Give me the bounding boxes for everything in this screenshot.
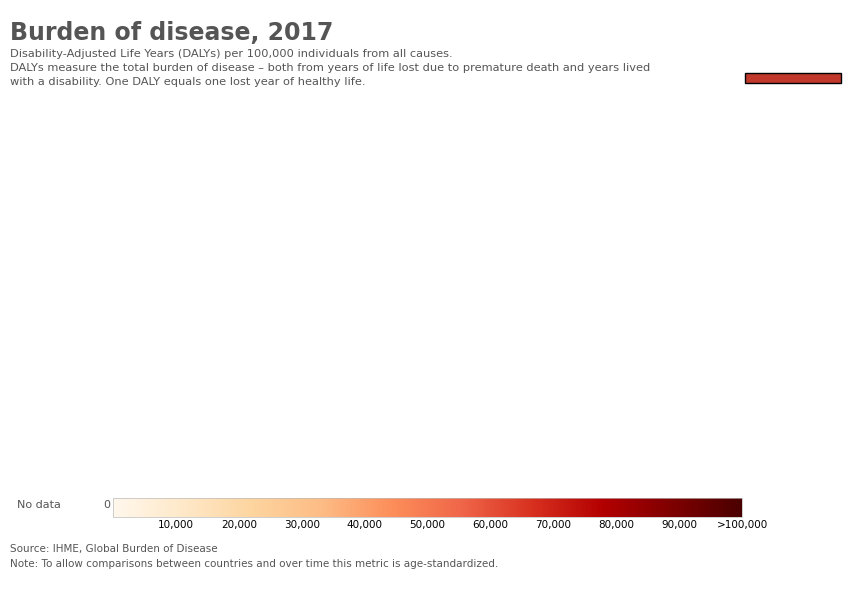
- Text: Disability-Adjusted Life Years (DALYs) per 100,000 individuals from all causes.: Disability-Adjusted Life Years (DALYs) p…: [10, 49, 453, 59]
- Text: Burden of disease, 2017: Burden of disease, 2017: [10, 21, 333, 45]
- Text: Source: IHME, Global Burden of Disease: Source: IHME, Global Burden of Disease: [10, 544, 218, 554]
- Text: No data: No data: [17, 500, 61, 510]
- FancyBboxPatch shape: [745, 73, 841, 83]
- Text: 0: 0: [104, 500, 111, 510]
- Text: DALYs measure the total burden of disease – both from years of life lost due to : DALYs measure the total burden of diseas…: [10, 63, 650, 73]
- Text: Our World
in Data: Our World in Data: [762, 25, 824, 49]
- Text: with a disability. One DALY equals one lost year of healthy life.: with a disability. One DALY equals one l…: [10, 77, 366, 87]
- Text: Note: To allow comparisons between countries and over time this metric is age-st: Note: To allow comparisons between count…: [10, 559, 498, 569]
